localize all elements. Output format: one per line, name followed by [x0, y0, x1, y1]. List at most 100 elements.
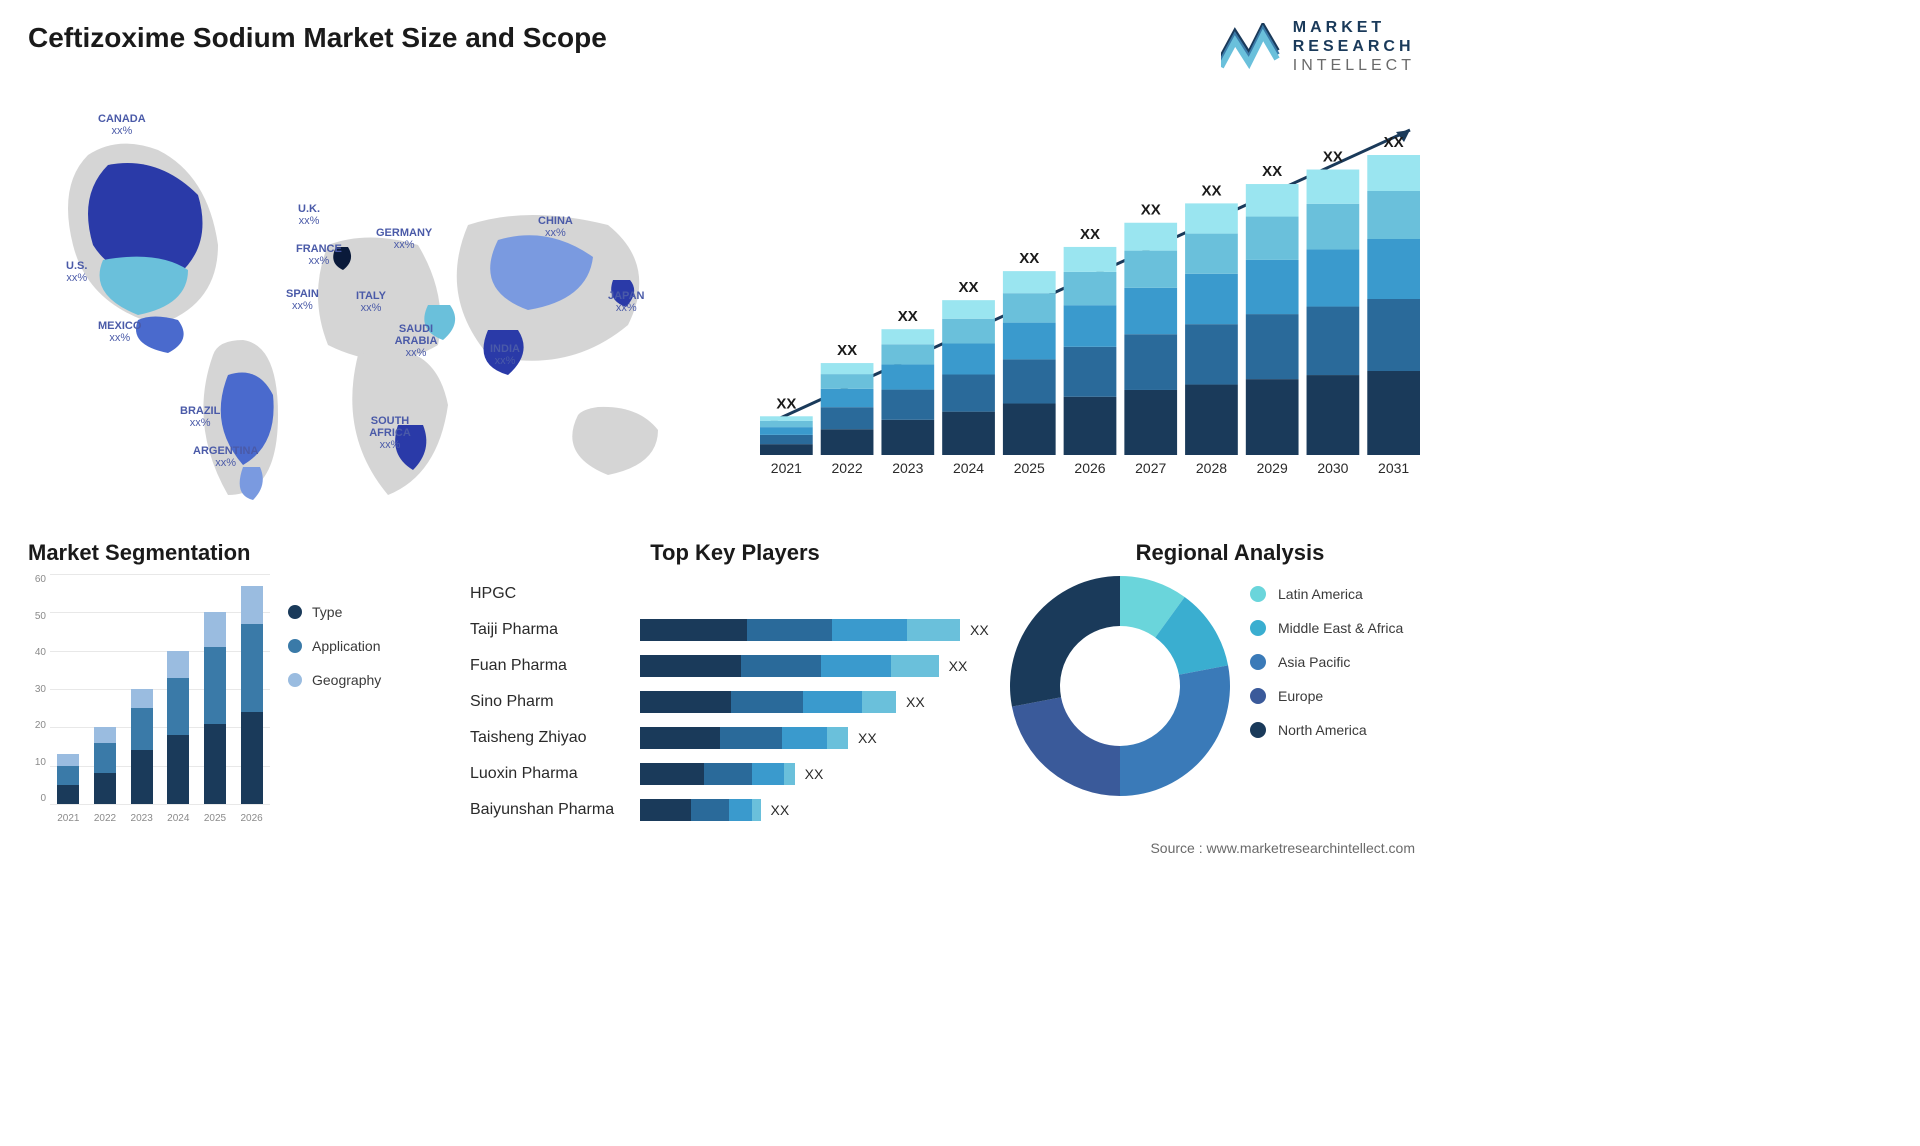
player-name: Taisheng Zhiyao: [470, 729, 640, 747]
svg-text:2023: 2023: [892, 460, 923, 476]
seg-legend-label: Type: [312, 604, 342, 620]
map-label-india: INDIAxx%: [490, 343, 520, 367]
map-label-germany: GERMANYxx%: [376, 227, 432, 251]
swatch-icon: [1250, 722, 1266, 738]
player-row: Taisheng Zhiyao XX: [470, 720, 1000, 756]
segmentation-bars: [50, 574, 270, 804]
svg-text:XX: XX: [1262, 163, 1282, 180]
player-bar-wrap: XX: [640, 691, 1000, 713]
player-bar-seg: [691, 799, 728, 821]
regional-legend-label: Europe: [1278, 688, 1323, 704]
segmentation-chart: 6050403020100 202120222023202420252026 T…: [28, 574, 458, 824]
svg-text:XX: XX: [776, 395, 796, 412]
seg-bar: [167, 651, 189, 804]
svg-text:XX: XX: [1384, 134, 1404, 151]
map-label-spain: SPAINxx%: [286, 288, 319, 312]
donut-svg: [1010, 576, 1230, 796]
segmentation-section: Market Segmentation 6050403020100 202120…: [28, 540, 458, 824]
player-bar-seg: [752, 763, 784, 785]
seg-x-label: 2023: [131, 813, 153, 824]
svg-text:XX: XX: [1080, 226, 1100, 243]
svg-text:2028: 2028: [1196, 460, 1227, 476]
player-bar-seg: [729, 799, 752, 821]
player-bar-seg: [821, 655, 890, 677]
svg-text:XX: XX: [1323, 149, 1343, 166]
regional-legend: Latin America Middle East & Africa Asia Pa…: [1230, 576, 1403, 796]
seg-bar: [131, 689, 153, 804]
seg-y-tick: 60: [35, 574, 46, 585]
seg-legend-label: Application: [312, 638, 381, 654]
regional-legend-label: North America: [1278, 722, 1367, 738]
map-label-france: FRANCExx%: [296, 243, 342, 267]
player-value: XX: [906, 694, 925, 710]
player-name: Sino Pharm: [470, 693, 640, 711]
seg-legend-item: Type: [288, 604, 381, 620]
map-label-italy: ITALYxx%: [356, 290, 386, 314]
svg-text:2026: 2026: [1074, 460, 1105, 476]
player-value: XX: [771, 802, 790, 818]
swatch-icon: [288, 639, 302, 653]
swatch-icon: [1250, 688, 1266, 704]
regional-legend-label: Latin America: [1278, 586, 1363, 602]
svg-text:2024: 2024: [953, 460, 984, 476]
player-value: XX: [949, 658, 968, 674]
seg-bar: [57, 754, 79, 804]
logo-line1: MARKET: [1293, 18, 1415, 37]
player-value: XX: [805, 766, 824, 782]
player-name: Baiyunshan Pharma: [470, 801, 640, 819]
regional-legend-item: Asia Pacific: [1250, 654, 1403, 670]
svg-text:2029: 2029: [1257, 460, 1288, 476]
player-bar-seg: [640, 799, 691, 821]
main-bar-chart: XX2021XX2022XX2023XX2024XX2025XX2026XX20…: [750, 115, 1430, 485]
regional-legend-label: Middle East & Africa: [1278, 620, 1403, 636]
regional-analysis-section: Regional Analysis Latin America Middle Ea…: [1010, 540, 1450, 796]
regional-legend-item: Middle East & Africa: [1250, 620, 1403, 636]
player-bar-wrap: XX: [640, 763, 1000, 785]
main-chart-svg: XX2021XX2022XX2023XX2024XX2025XX2026XX20…: [750, 115, 1430, 485]
player-bar-seg: [827, 727, 848, 749]
svg-text:XX: XX: [1019, 250, 1039, 267]
seg-y-tick: 20: [35, 720, 46, 731]
seg-x-label: 2021: [57, 813, 79, 824]
player-bar-seg: [640, 727, 720, 749]
seg-x-label: 2024: [167, 813, 189, 824]
svg-text:2025: 2025: [1014, 460, 1045, 476]
player-bar: [640, 655, 939, 677]
player-bar-seg: [891, 655, 939, 677]
player-bar-seg: [862, 691, 896, 713]
seg-legend-item: Application: [288, 638, 381, 654]
player-bar: [640, 691, 896, 713]
player-bar-wrap: XX: [640, 727, 1000, 749]
player-value: XX: [858, 730, 877, 746]
logo-icon: [1221, 23, 1281, 71]
map-label-mexico: MEXICOxx%: [98, 320, 141, 344]
player-bar-seg: [640, 691, 731, 713]
svg-text:2031: 2031: [1378, 460, 1409, 476]
seg-x-label: 2026: [240, 813, 262, 824]
donut-chart: [1010, 576, 1230, 796]
seg-y-tick: 30: [35, 684, 46, 695]
brand-logo: MARKET RESEARCH INTELLECT: [1221, 18, 1415, 76]
player-bar-seg: [803, 691, 862, 713]
player-bar-seg: [747, 619, 832, 641]
map-label-u-s-: U.S.xx%: [66, 260, 87, 284]
regional-title: Regional Analysis: [1010, 540, 1450, 566]
player-bar: [640, 799, 761, 821]
player-row: Sino Pharm XX: [470, 684, 1000, 720]
map-label-saudi-arabia: SAUDI ARABIAxx%: [386, 323, 446, 359]
map-label-u-k-: U.K.xx%: [298, 203, 320, 227]
player-row: HPGC: [470, 576, 1000, 612]
seg-legend-item: Geography: [288, 672, 381, 688]
seg-bar: [94, 727, 116, 804]
map-label-japan: JAPANxx%: [608, 290, 644, 314]
player-bar-seg: [731, 691, 804, 713]
player-bar-seg: [907, 619, 960, 641]
player-value: XX: [970, 622, 989, 638]
key-players-rows: HPGCTaiji Pharma XX Fuan Pharma XX Sino …: [470, 576, 1000, 828]
seg-legend-label: Geography: [312, 672, 381, 688]
seg-bar: [241, 586, 263, 804]
key-players-title: Top Key Players: [470, 540, 1000, 566]
seg-y-tick: 0: [40, 793, 46, 804]
segmentation-x-labels: 202120222023202420252026: [50, 813, 270, 824]
swatch-icon: [1250, 586, 1266, 602]
